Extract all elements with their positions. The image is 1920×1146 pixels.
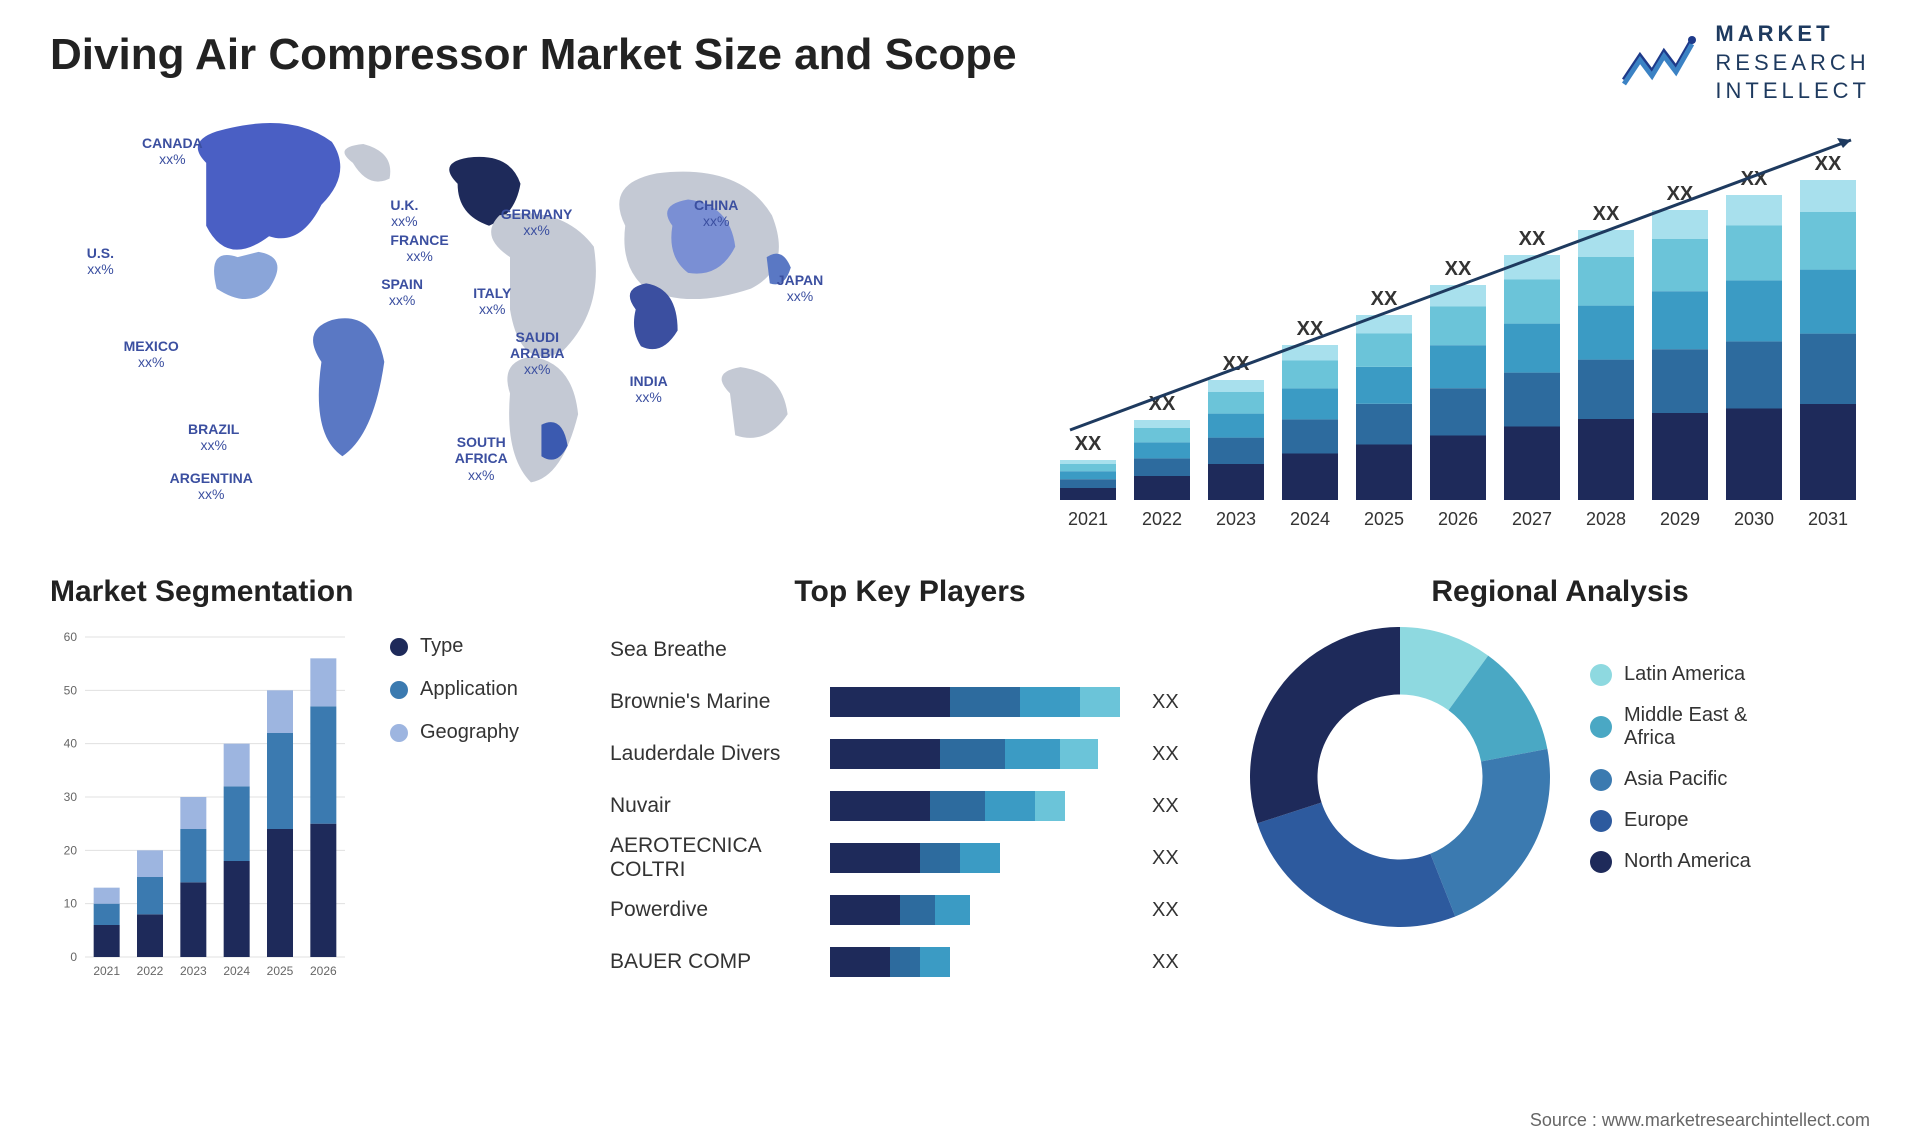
svg-text:2031: 2031 xyxy=(1808,509,1848,529)
logo: MARKET RESEARCH INTELLECT xyxy=(1620,20,1870,106)
key-players-panel: Top Key Players Sea Breathe Brownie's Mar… xyxy=(610,575,1210,1005)
legend-item: Type xyxy=(390,635,519,658)
segmentation-panel: Market Segmentation 0 10 20 30 40 50 60 2021 202… xyxy=(50,575,570,1005)
svg-text:2024: 2024 xyxy=(1290,509,1330,529)
key-players-list: Sea BreatheBrownie's MarineXXLauderdale … xyxy=(610,627,1210,985)
map-label: U.K.xx% xyxy=(390,197,418,229)
map-label: BRAZILxx% xyxy=(188,421,239,453)
svg-text:2026: 2026 xyxy=(310,964,337,978)
key-player-value: XX xyxy=(1152,847,1179,870)
key-player-row: Nuvair XX xyxy=(610,783,1210,829)
key-player-name: AEROTECNICA COLTRI xyxy=(610,834,830,882)
svg-text:XX: XX xyxy=(1075,433,1102,455)
key-player-row: AEROTECNICA COLTRI XX xyxy=(610,835,1210,881)
svg-text:2029: 2029 xyxy=(1660,509,1700,529)
key-player-value: XX xyxy=(1152,691,1179,714)
svg-text:2023: 2023 xyxy=(180,964,207,978)
key-player-bar xyxy=(830,947,1140,977)
page-title: Diving Air Compressor Market Size and Sc… xyxy=(50,30,1870,80)
key-player-name: Powerdive xyxy=(610,898,830,922)
map-label: MEXICOxx% xyxy=(124,338,179,370)
svg-text:XX: XX xyxy=(1371,288,1398,310)
svg-text:40: 40 xyxy=(64,737,78,751)
svg-text:XX: XX xyxy=(1815,153,1842,175)
key-player-name: BAUER COMP xyxy=(610,950,830,974)
map-label: U.S.xx% xyxy=(87,245,114,277)
regional-legend: Latin America Middle East &Africa Asia Pac… xyxy=(1590,663,1751,891)
map-label: GERMANYxx% xyxy=(501,206,573,238)
legend-item: Geography xyxy=(390,721,519,744)
legend-item: Asia Pacific xyxy=(1590,768,1751,791)
key-player-bar xyxy=(830,895,1140,925)
legend-item: Europe xyxy=(1590,809,1751,832)
key-players-title: Top Key Players xyxy=(610,575,1210,609)
legend-item: Latin America xyxy=(1590,663,1751,686)
key-player-value: XX xyxy=(1152,951,1179,974)
key-player-value: XX xyxy=(1152,795,1179,818)
map-label: SAUDIARABIAxx% xyxy=(510,329,564,377)
key-player-name: Nuvair xyxy=(610,794,830,818)
svg-text:2023: 2023 xyxy=(1216,509,1256,529)
map-label: ARGENTINAxx% xyxy=(170,470,253,502)
key-player-bar xyxy=(830,791,1140,821)
logo-mark-icon xyxy=(1620,30,1700,95)
legend-item: Middle East &Africa xyxy=(1590,704,1751,750)
svg-text:0: 0 xyxy=(70,950,77,964)
svg-text:2027: 2027 xyxy=(1512,509,1552,529)
key-player-name: Lauderdale Divers xyxy=(610,742,830,766)
map-label: CANADAxx% xyxy=(142,135,203,167)
svg-text:2028: 2028 xyxy=(1586,509,1626,529)
source-text: Source : www.marketresearchintellect.com xyxy=(1530,1110,1870,1131)
map-label: CHINAxx% xyxy=(694,197,738,229)
key-player-name: Brownie's Marine xyxy=(610,690,830,714)
svg-text:2024: 2024 xyxy=(223,964,250,978)
segmentation-legend: Type Application Geography xyxy=(390,635,519,764)
map-label: ITALYxx% xyxy=(473,285,511,317)
svg-text:2025: 2025 xyxy=(267,964,294,978)
svg-text:2022: 2022 xyxy=(1142,509,1182,529)
map-label: SPAINxx% xyxy=(381,276,423,308)
key-player-name: Sea Breathe xyxy=(610,638,830,662)
segmentation-chart: 0 10 20 30 40 50 60 2021 2022 2023 2024 2025 2026 xyxy=(50,627,360,987)
key-player-row: Powerdive XX xyxy=(610,887,1210,933)
segmentation-title: Market Segmentation xyxy=(50,575,570,609)
legend-item: North America xyxy=(1590,850,1751,873)
key-player-row: Sea Breathe xyxy=(610,627,1210,673)
map-label: INDIAxx% xyxy=(630,373,668,405)
svg-text:XX: XX xyxy=(1593,203,1620,225)
svg-text:2025: 2025 xyxy=(1364,509,1404,529)
key-player-row: Brownie's Marine XX xyxy=(610,679,1210,725)
svg-text:30: 30 xyxy=(64,790,78,804)
key-player-row: Lauderdale Divers XX xyxy=(610,731,1210,777)
regional-donut-chart xyxy=(1250,627,1550,927)
svg-text:XX: XX xyxy=(1667,183,1694,205)
svg-text:XX: XX xyxy=(1519,228,1546,250)
svg-text:2022: 2022 xyxy=(137,964,164,978)
svg-text:2021: 2021 xyxy=(93,964,120,978)
key-player-value: XX xyxy=(1152,899,1179,922)
map-label: JAPANxx% xyxy=(777,272,823,304)
svg-text:10: 10 xyxy=(64,897,78,911)
key-player-bar xyxy=(830,843,1140,873)
logo-text: MARKET RESEARCH INTELLECT xyxy=(1715,20,1870,106)
key-player-bar xyxy=(830,739,1140,769)
world-map-panel: CANADAxx% U.S.xx% MEXICOxx% BRAZILxx% ARGENT… xyxy=(50,100,970,540)
key-player-bar xyxy=(830,687,1140,717)
svg-text:2030: 2030 xyxy=(1734,509,1774,529)
growth-chart-panel: 2021 XX 2022 XX 2023 XX 2024 XX 2025 XX 2026 XX 2027… xyxy=(1010,100,1870,540)
regional-title: Regional Analysis xyxy=(1250,575,1870,609)
svg-text:20: 20 xyxy=(64,843,78,857)
svg-text:XX: XX xyxy=(1445,258,1472,280)
map-label: FRANCExx% xyxy=(390,232,448,264)
svg-text:60: 60 xyxy=(64,630,78,644)
map-label: SOUTHAFRICAxx% xyxy=(455,434,508,482)
key-player-value: XX xyxy=(1152,743,1179,766)
svg-text:2026: 2026 xyxy=(1438,509,1478,529)
key-player-row: BAUER COMP XX xyxy=(610,939,1210,985)
svg-text:2021: 2021 xyxy=(1068,509,1108,529)
svg-text:50: 50 xyxy=(64,683,78,697)
regional-panel: Regional Analysis Latin America Middle Ea… xyxy=(1250,575,1870,1005)
legend-item: Application xyxy=(390,678,519,701)
